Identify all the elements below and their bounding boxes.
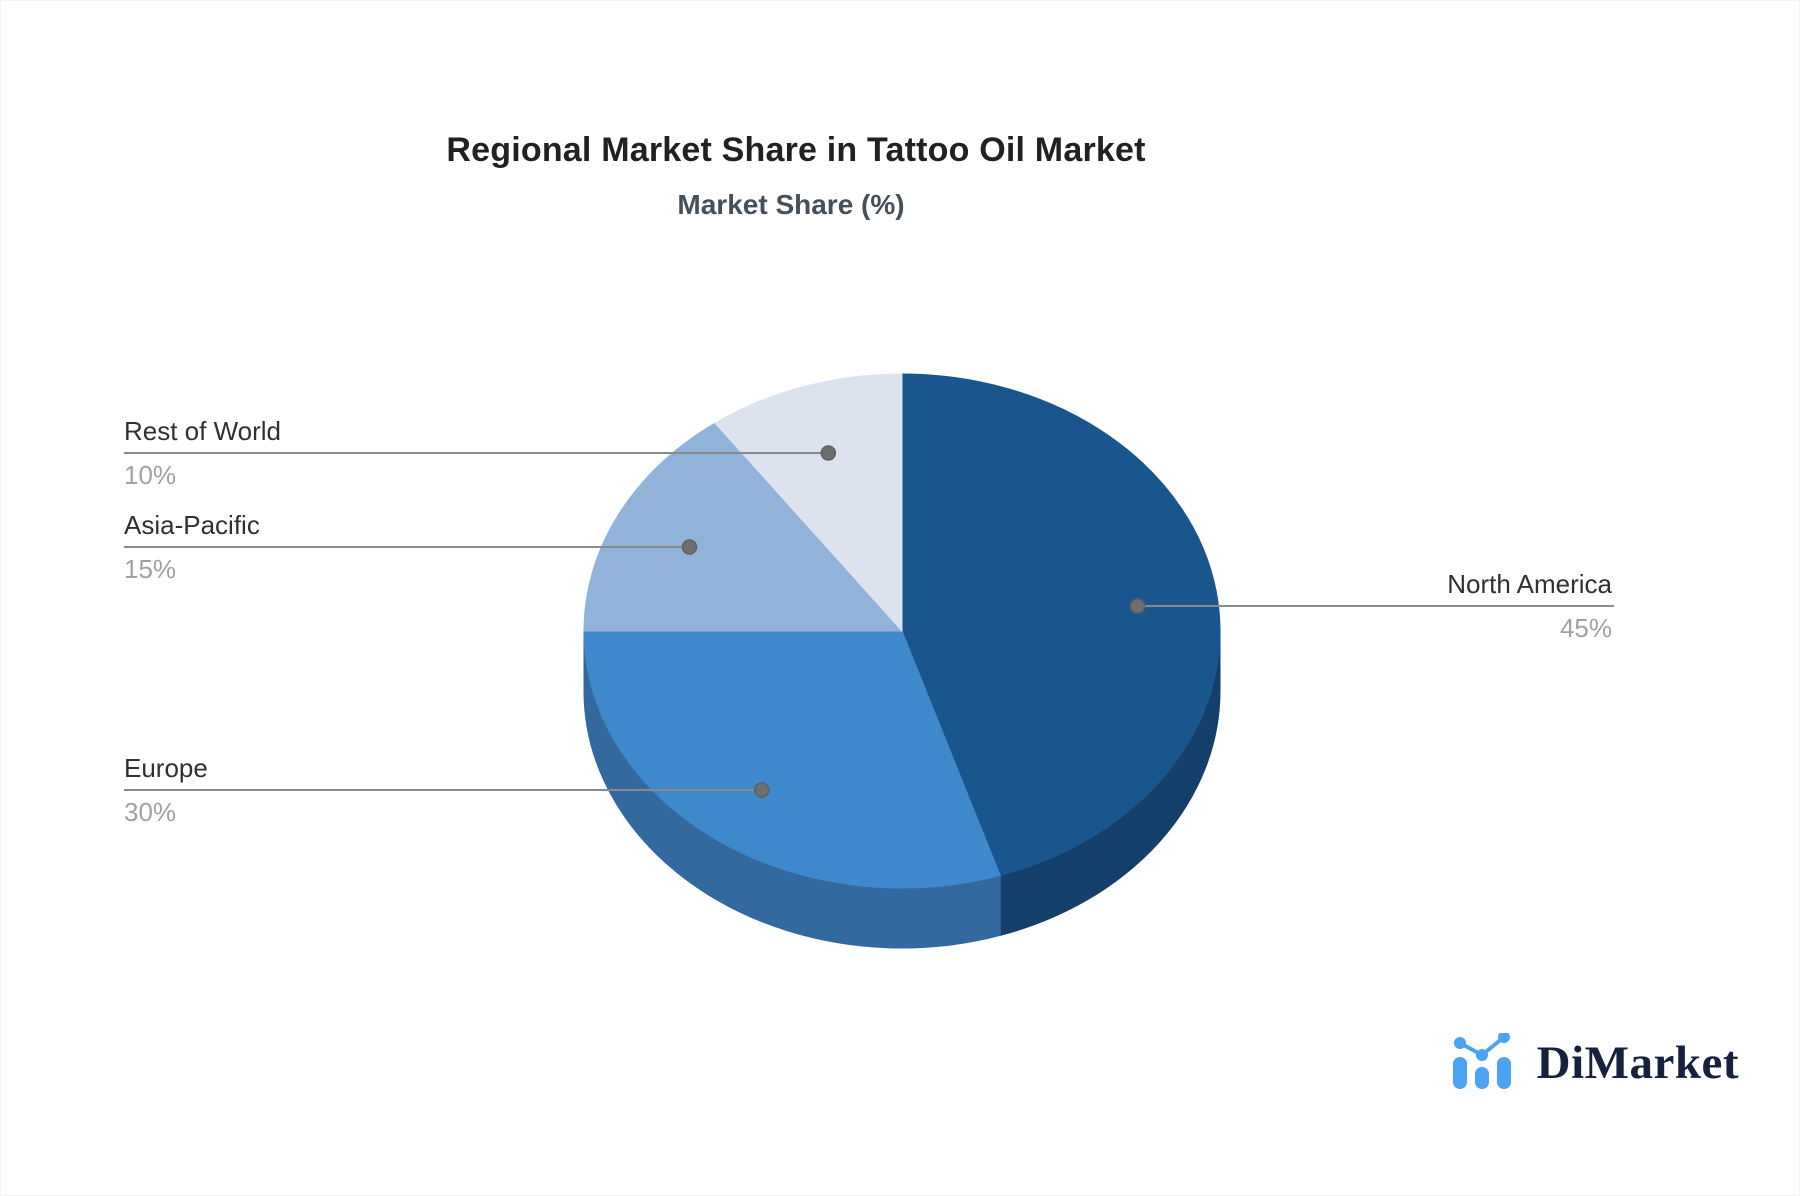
logo-dot bbox=[1475, 1049, 1488, 1061]
callout-north-america: North America 45% bbox=[1447, 569, 1612, 643]
pie-slice-asia-pacific bbox=[583, 422, 904, 632]
slice-label: North America bbox=[1447, 569, 1612, 599]
callout-rest-of-world: Rest of World 10% bbox=[124, 416, 281, 490]
slice-percent: 15% bbox=[124, 554, 177, 584]
slice-label: Europe bbox=[124, 753, 208, 783]
logo-bar bbox=[1452, 1057, 1467, 1089]
logo-dot bbox=[1453, 1037, 1466, 1049]
dimarket-wordmark: DiMarket bbox=[1536, 1037, 1739, 1089]
slice-percent: 30% bbox=[124, 797, 177, 827]
slice-label: Asia-Pacific bbox=[124, 510, 260, 540]
leader-dot bbox=[1129, 598, 1146, 614]
slice-percent: 45% bbox=[1559, 613, 1612, 643]
dimarket-logo-icon bbox=[1452, 1033, 1511, 1089]
leader-dot bbox=[681, 539, 698, 555]
chart-subtitle: Market Share (%) bbox=[677, 189, 905, 220]
chart-title: Regional Market Share in Tattoo Oil Mark… bbox=[446, 131, 1146, 169]
callout-europe: Europe 30% bbox=[124, 753, 208, 827]
slice-label: Rest of World bbox=[124, 416, 282, 446]
pie-slice-europe bbox=[583, 630, 1001, 889]
logo-dot bbox=[1497, 1033, 1510, 1043]
callout-asia-pacific: Asia-Pacific 15% bbox=[124, 510, 260, 584]
logo-bar bbox=[1474, 1067, 1489, 1089]
pie-slice-north-america bbox=[901, 373, 1221, 877]
leader-dot bbox=[754, 782, 770, 798]
dimarket-logo: DiMarket bbox=[1451, 1033, 1739, 1091]
pie-slice-rest-of-world bbox=[714, 373, 903, 633]
slice-percent: 10% bbox=[124, 460, 177, 490]
leader-dot bbox=[820, 445, 837, 461]
logo-bar bbox=[1496, 1057, 1511, 1089]
